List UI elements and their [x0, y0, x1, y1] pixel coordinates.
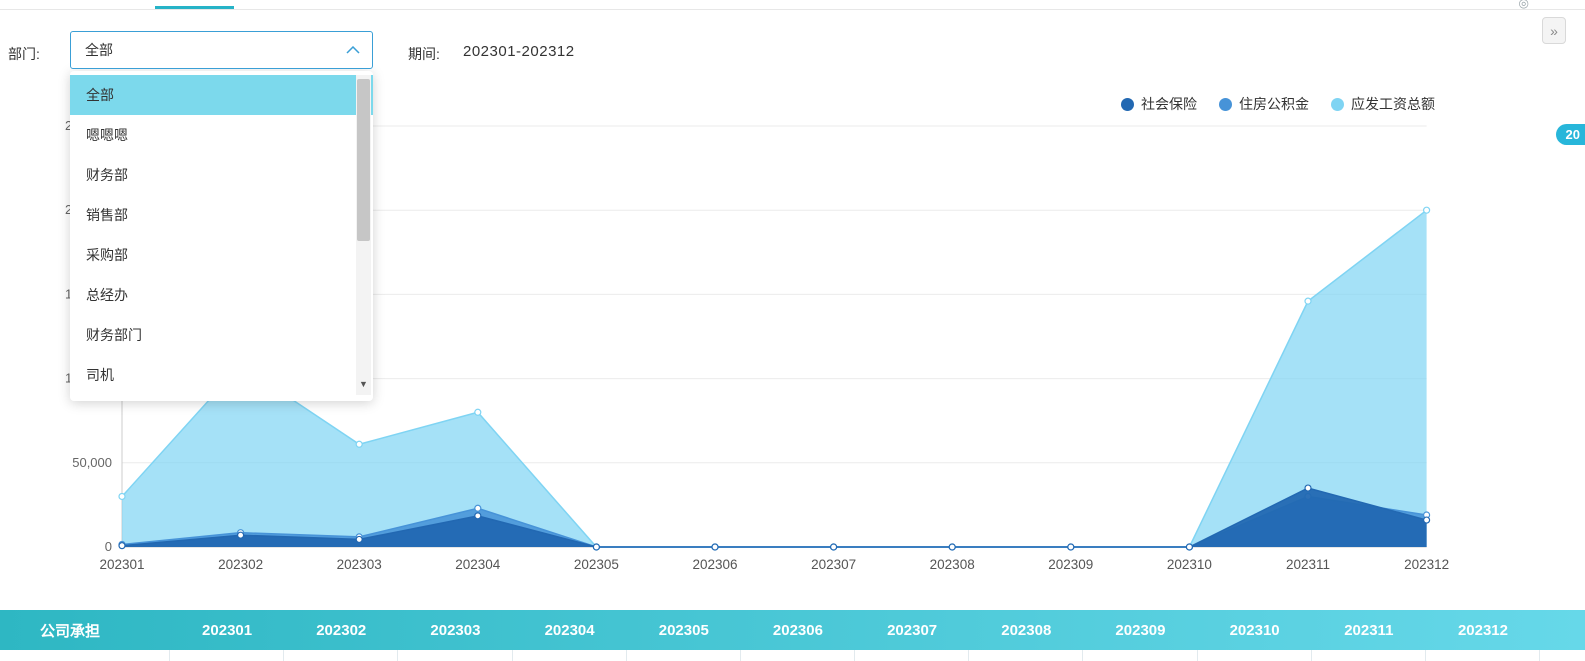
legend-item[interactable]: 住房公积金 — [1219, 94, 1309, 114]
period-label: 期间: — [408, 46, 440, 62]
svg-text:202307: 202307 — [811, 557, 856, 572]
dropdown-item[interactable]: 总经办 — [86, 287, 128, 303]
svg-text:202309: 202309 — [1048, 557, 1093, 572]
table-cell — [1083, 650, 1198, 661]
dropdown-item[interactable]: 财务部 — [86, 167, 128, 183]
active-tab-underline — [155, 6, 234, 9]
legend-label: 应发工资总额 — [1351, 96, 1435, 112]
svg-text:0: 0 — [105, 539, 112, 554]
table-header-cell: 202306 — [772, 621, 823, 639]
top-tab-bar: ◎ — [0, 0, 1585, 10]
department-select[interactable]: 全部 — [70, 31, 373, 69]
table-header-cell: 202302 — [316, 621, 367, 639]
table-cell — [284, 650, 399, 661]
svg-text:202304: 202304 — [455, 557, 501, 572]
table-cell — [170, 650, 285, 661]
svg-text:202305: 202305 — [574, 557, 619, 572]
panel-expander-button[interactable]: » — [1542, 17, 1566, 44]
table-header-cell: 202310 — [1229, 621, 1280, 639]
department-label: 部门: — [8, 46, 40, 62]
dropdown-scrollbar[interactable]: ▼ — [356, 75, 371, 395]
period-value: 202301-202312 — [463, 43, 575, 60]
dropdown-item[interactable]: 财务部门 — [86, 327, 142, 343]
dropdown-item[interactable]: 司机 — [86, 367, 114, 383]
table-cell — [1426, 650, 1541, 661]
svg-text:202308: 202308 — [930, 557, 975, 572]
dropdown-item[interactable]: 销售部 — [86, 207, 128, 223]
svg-text:202301: 202301 — [99, 557, 144, 572]
legend-label: 住房公积金 — [1239, 96, 1309, 112]
table-cell — [398, 650, 513, 661]
table-cell — [1312, 650, 1426, 661]
chart-legend: 社会保险 住房公积金 应发工资总额 — [1121, 94, 1435, 114]
svg-text:202302: 202302 — [218, 557, 263, 572]
svg-text:50,000: 50,000 — [72, 455, 112, 470]
legend-dot-icon — [1219, 97, 1232, 111]
department-dropdown-list: 全部嗯嗯嗯财务部销售部采购部总经办财务部门司机 — [70, 75, 373, 395]
scroll-down-arrow-icon[interactable]: ▼ — [359, 379, 368, 389]
table-header-row: 公司承担 202301 202302 202303 202304 202305 20230… — [0, 610, 1585, 650]
table-header-cell: 202301 — [202, 621, 253, 639]
chevron-up-icon — [346, 46, 360, 54]
company-burden-table: 公司承担 202301 202302 202303 202304 202305 20230… — [0, 610, 1585, 661]
department-select-value: 全部 — [85, 42, 113, 58]
department-dropdown: 全部嗯嗯嗯财务部销售部采购部总经办财务部门司机 ▼ — [70, 71, 373, 401]
table-header-cell: 202307 — [887, 621, 938, 639]
table-header-cell: 202303 — [430, 621, 481, 639]
table-cell — [627, 650, 741, 661]
table-header-cell: 202312 — [1457, 621, 1508, 639]
help-icon[interactable]: ◎ — [1518, 0, 1529, 10]
table-cell — [513, 650, 627, 661]
year-badge[interactable]: 20 — [1555, 124, 1585, 145]
dropdown-scrollbar-thumb[interactable] — [357, 79, 370, 241]
svg-text:202311: 202311 — [1286, 557, 1330, 572]
table-cell — [969, 650, 1084, 661]
table-cell — [855, 650, 970, 661]
table-header-cell: 202311 — [1344, 621, 1394, 639]
svg-text:202306: 202306 — [692, 557, 737, 572]
dropdown-item[interactable]: 嗯嗯嗯 — [86, 127, 128, 143]
table-header-cell: 202309 — [1115, 621, 1166, 639]
svg-text:202312: 202312 — [1404, 557, 1449, 572]
dropdown-item[interactable]: 采购部 — [86, 247, 128, 263]
legend-dot-icon — [1331, 97, 1344, 111]
legend-dot-icon — [1121, 97, 1134, 111]
svg-text:202310: 202310 — [1167, 557, 1212, 572]
table-row-stub — [0, 650, 1585, 661]
legend-item[interactable]: 应发工资总额 — [1331, 94, 1435, 114]
table-cell — [1198, 650, 1312, 661]
dropdown-item[interactable]: 全部 — [70, 75, 373, 115]
table-header-cell: 202308 — [1001, 621, 1052, 639]
legend-item[interactable]: 社会保险 — [1121, 94, 1197, 114]
legend-label: 社会保险 — [1141, 96, 1197, 112]
table-cell — [741, 650, 856, 661]
table-header-cell: 202304 — [544, 621, 595, 639]
svg-text:202303: 202303 — [337, 557, 382, 572]
table-cell — [0, 650, 170, 661]
table-row-header: 公司承担 — [40, 622, 101, 640]
table-header-cell: 202305 — [658, 621, 709, 639]
